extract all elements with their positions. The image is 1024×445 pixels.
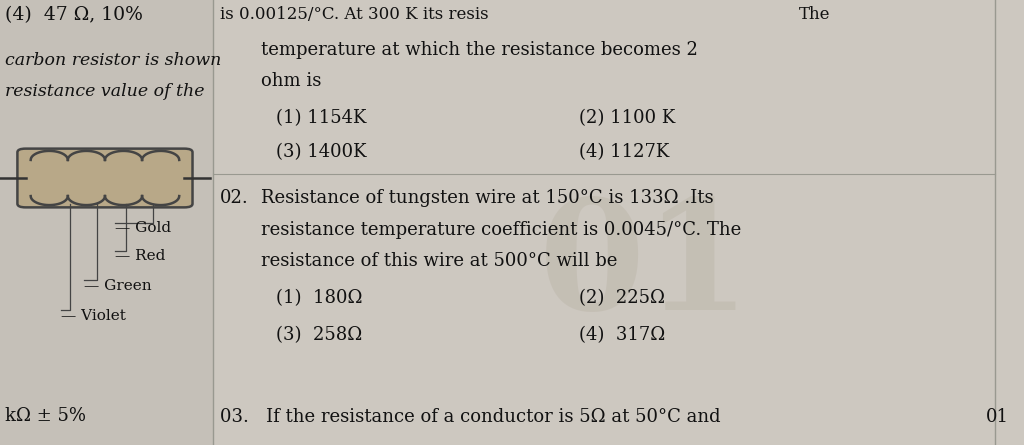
Text: — Violet: — Violet [61, 308, 126, 323]
Text: resistance value of the: resistance value of the [5, 83, 205, 100]
Text: ohm is: ohm is [261, 72, 322, 90]
Text: 03.   If the resistance of a conductor is 5Ω at 50°C and: 03. If the resistance of a conductor is … [220, 408, 721, 426]
Text: — Red: — Red [115, 249, 165, 263]
Text: is 0.00125/°C. At 300 K its resis: is 0.00125/°C. At 300 K its resis [220, 6, 488, 23]
FancyBboxPatch shape [17, 149, 193, 207]
Text: 01: 01 [986, 408, 1009, 426]
Text: — Gold: — Gold [115, 221, 171, 235]
Text: (1)  180Ω: (1) 180Ω [276, 289, 362, 307]
Bar [0, 0, 213, 445]
Text: Resistance of tungsten wire at 150°C is 133Ω .Its: Resistance of tungsten wire at 150°C is … [261, 189, 714, 207]
Text: (3)  258Ω: (3) 258Ω [276, 326, 362, 344]
Text: The: The [799, 6, 830, 23]
Text: resistance temperature coefficient is 0.0045/°C. The: resistance temperature coefficient is 0.… [261, 221, 741, 239]
Text: — Green: — Green [84, 279, 152, 293]
Text: (2)  225Ω: (2) 225Ω [579, 289, 665, 307]
Text: kΩ ± 5%: kΩ ± 5% [5, 407, 86, 425]
Text: 02.: 02. [220, 189, 249, 207]
Text: (4)  47 Ω, 10%: (4) 47 Ω, 10% [5, 7, 143, 24]
Text: (3) 1400K: (3) 1400K [276, 143, 367, 161]
Bar [213, 0, 1024, 445]
Text: (4)  317Ω: (4) 317Ω [579, 326, 665, 344]
Text: temperature at which the resistance becomes 2: temperature at which the resistance beco… [261, 41, 698, 59]
Text: resistance of this wire at 500°C will be: resistance of this wire at 500°C will be [261, 252, 617, 270]
Text: (1) 1154K: (1) 1154K [276, 109, 367, 127]
Text: carbon resistor is shown: carbon resistor is shown [5, 52, 221, 69]
Text: (2) 1100 K: (2) 1100 K [579, 109, 675, 127]
Text: (4) 1127K: (4) 1127K [579, 143, 669, 161]
Text: 01: 01 [539, 193, 752, 341]
